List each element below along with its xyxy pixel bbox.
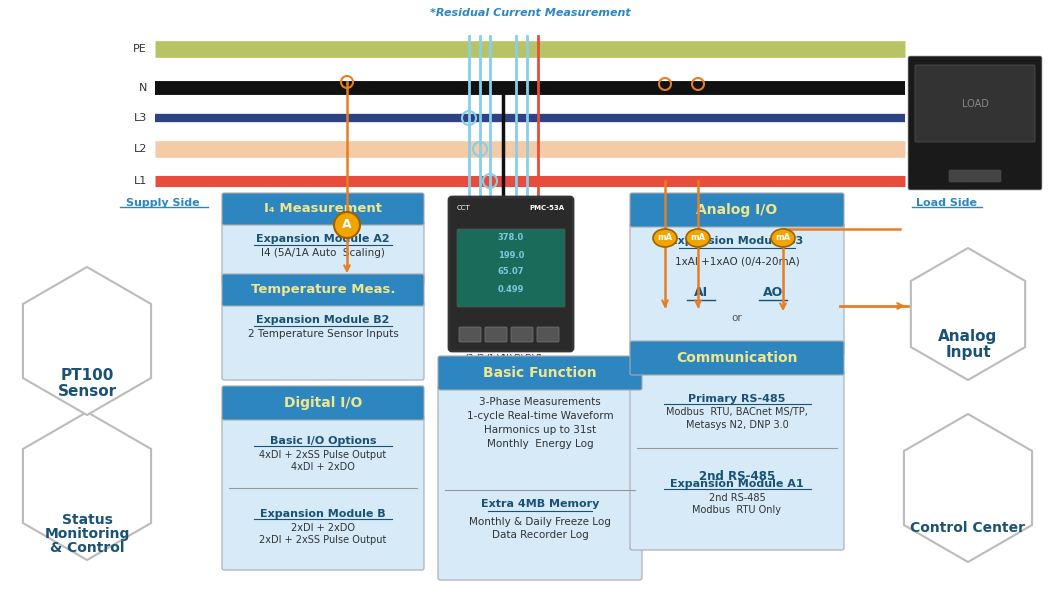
Text: Monitoring: Monitoring (45, 527, 129, 541)
Text: V2: V2 (522, 354, 533, 363)
Text: mA: mA (657, 234, 672, 243)
Ellipse shape (686, 229, 710, 247)
Text: Metasys N2, DNP 3.0: Metasys N2, DNP 3.0 (686, 420, 789, 430)
Text: 378.0: 378.0 (498, 234, 524, 243)
Text: CCT: CCT (457, 205, 471, 211)
FancyBboxPatch shape (511, 327, 533, 342)
Text: Expansion Module A2: Expansion Module A2 (257, 234, 390, 244)
FancyBboxPatch shape (222, 416, 424, 570)
FancyBboxPatch shape (949, 170, 1001, 182)
Text: 2 Temperature Sensor Inputs: 2 Temperature Sensor Inputs (248, 329, 399, 339)
FancyBboxPatch shape (222, 302, 424, 380)
Text: PE: PE (134, 44, 147, 54)
FancyBboxPatch shape (459, 327, 481, 342)
Text: V1: V1 (532, 354, 544, 363)
Polygon shape (911, 248, 1025, 380)
FancyBboxPatch shape (908, 56, 1042, 190)
Text: L1: L1 (134, 176, 147, 186)
Text: Status: Status (61, 513, 112, 527)
Text: VN: VN (496, 354, 510, 363)
FancyBboxPatch shape (222, 386, 424, 420)
FancyBboxPatch shape (438, 386, 642, 580)
Text: PT100: PT100 (60, 368, 113, 383)
Text: Basic I/O Options: Basic I/O Options (269, 436, 376, 446)
Text: Harmonics up to 31st: Harmonics up to 31st (484, 425, 596, 435)
FancyBboxPatch shape (630, 371, 844, 550)
Circle shape (334, 212, 360, 238)
FancyBboxPatch shape (449, 197, 573, 351)
FancyBboxPatch shape (222, 274, 424, 306)
Text: 2nd RS-485: 2nd RS-485 (699, 470, 775, 483)
Text: Control Center: Control Center (911, 521, 1025, 535)
Text: *Residual Current Measurement: *Residual Current Measurement (429, 8, 631, 18)
Text: 2xDI + 2xSS Pulse Output: 2xDI + 2xSS Pulse Output (260, 535, 387, 545)
Text: Monthly  Energy Log: Monthly Energy Log (487, 439, 594, 449)
Text: L3: L3 (134, 113, 147, 123)
Text: V3: V3 (510, 354, 522, 363)
Text: Communication: Communication (676, 351, 798, 365)
Text: Modbus  RTU Only: Modbus RTU Only (692, 505, 781, 515)
Text: Temperature Meas.: Temperature Meas. (251, 284, 395, 296)
Text: Expansion Module A1: Expansion Module A1 (670, 479, 803, 489)
Polygon shape (23, 267, 152, 415)
Text: Digital I/O: Digital I/O (284, 396, 363, 410)
Text: I4 (5A/1A Auto  Scaling): I4 (5A/1A Auto Scaling) (261, 248, 385, 258)
Polygon shape (904, 414, 1032, 562)
Text: 3-Phase Measurements: 3-Phase Measurements (479, 397, 601, 407)
Text: mA: mA (690, 234, 706, 243)
Text: 65.07: 65.07 (498, 268, 525, 277)
Text: A: A (342, 219, 352, 231)
FancyBboxPatch shape (630, 193, 844, 227)
Text: Sensor: Sensor (57, 384, 117, 399)
Text: Primary RS-485: Primary RS-485 (688, 393, 785, 403)
Text: I₄ Measurement: I₄ Measurement (264, 203, 382, 216)
Polygon shape (23, 412, 152, 560)
Ellipse shape (771, 229, 795, 247)
Text: 0.499: 0.499 (498, 284, 525, 293)
Text: Extra 4MB Memory: Extra 4MB Memory (481, 499, 599, 509)
Text: Load Side: Load Side (917, 198, 977, 208)
FancyBboxPatch shape (222, 221, 424, 285)
Text: AI: AI (694, 287, 708, 300)
FancyBboxPatch shape (438, 356, 642, 390)
Text: Analog: Analog (938, 328, 997, 343)
FancyBboxPatch shape (222, 193, 424, 225)
Text: Input: Input (946, 344, 991, 359)
Text: Expansion Module B: Expansion Module B (260, 509, 386, 519)
Text: mA: mA (776, 234, 791, 243)
Text: Monthly & Daily Freeze Log: Monthly & Daily Freeze Log (470, 517, 611, 527)
Text: 4xDI + 2xSS Pulse Output: 4xDI + 2xSS Pulse Output (260, 450, 387, 460)
Text: 199.0: 199.0 (498, 250, 525, 259)
Text: N: N (139, 83, 147, 93)
FancyBboxPatch shape (915, 65, 1035, 142)
Text: Expansion Module B2: Expansion Module B2 (257, 315, 390, 325)
Text: I1: I1 (485, 354, 494, 363)
FancyBboxPatch shape (630, 341, 844, 375)
Text: LOAD: LOAD (961, 99, 988, 109)
Text: Modbus  RTU, BACnet MS/TP,: Modbus RTU, BACnet MS/TP, (666, 408, 808, 418)
FancyBboxPatch shape (537, 327, 559, 342)
Text: Basic Function: Basic Function (483, 366, 597, 380)
Text: Analog I/O: Analog I/O (696, 203, 778, 217)
Text: 2xDI + 2xDO: 2xDI + 2xDO (292, 523, 355, 533)
Text: AO: AO (762, 287, 783, 300)
Text: Supply Side: Supply Side (126, 198, 200, 208)
FancyBboxPatch shape (457, 229, 565, 307)
Text: 4xDI + 2xDO: 4xDI + 2xDO (292, 462, 355, 472)
Text: 1-cycle Real-time Waveform: 1-cycle Real-time Waveform (466, 411, 614, 421)
Text: I2: I2 (476, 354, 484, 363)
FancyBboxPatch shape (485, 327, 507, 342)
Text: PMC-53A: PMC-53A (530, 205, 565, 211)
Text: L2: L2 (134, 144, 147, 154)
Text: & Control: & Control (50, 541, 124, 555)
Text: 1xAI +1xAO (0/4-20mA): 1xAI +1xAO (0/4-20mA) (674, 256, 799, 266)
Text: Expansion Module B3: Expansion Module B3 (670, 236, 803, 246)
Text: or: or (731, 313, 742, 323)
Ellipse shape (653, 229, 677, 247)
Text: Data Recorder Log: Data Recorder Log (492, 530, 588, 540)
FancyBboxPatch shape (630, 223, 844, 355)
Text: I3: I3 (465, 354, 473, 363)
Text: 2nd RS-485: 2nd RS-485 (709, 493, 765, 503)
